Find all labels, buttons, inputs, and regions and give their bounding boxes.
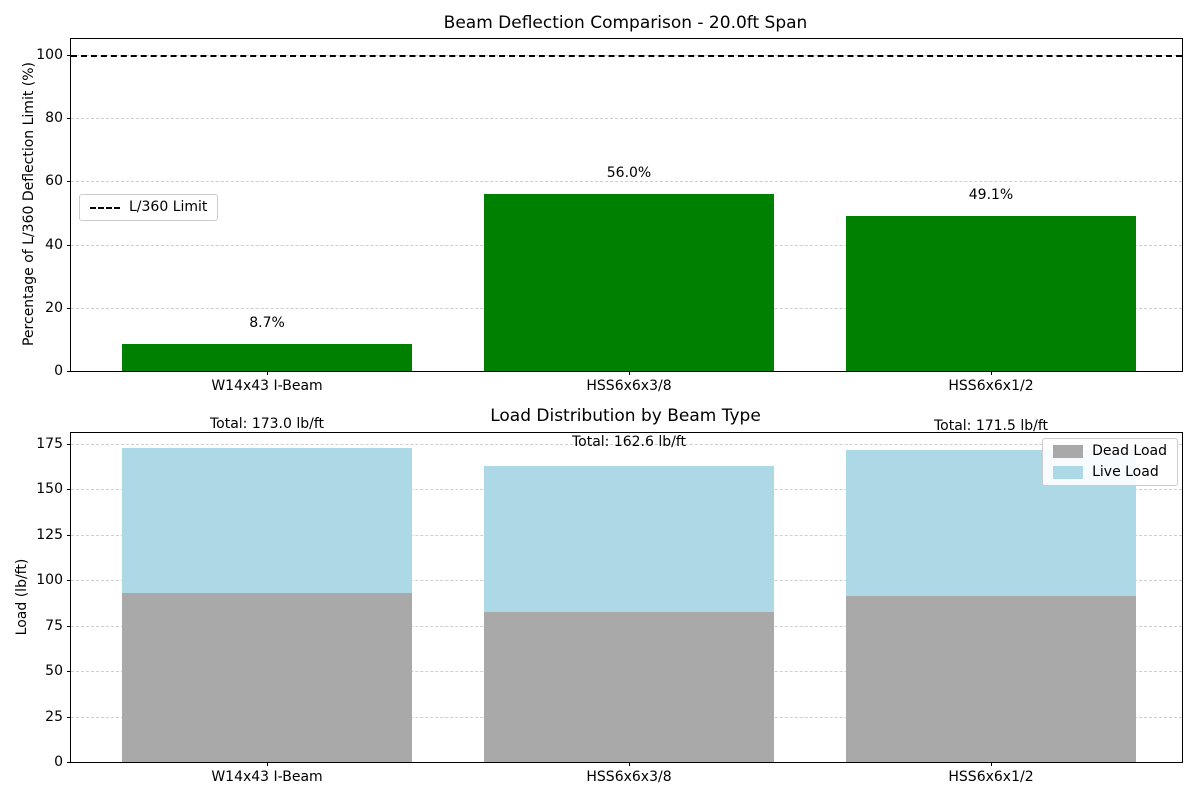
y-tick-label-100: 100	[36, 572, 63, 589]
dashed-line-swatch-icon	[90, 206, 120, 209]
deflection-chart-title: Beam Deflection Comparison - 20.0ft Span	[443, 13, 808, 33]
load-chart-title: Load Distribution by Beam Type	[490, 406, 761, 426]
y-tick-mark-100	[67, 54, 71, 56]
y-tick-label-60: 60	[45, 173, 63, 190]
bar-hss6x6x3-8-dead-load	[484, 611, 774, 762]
legend-entry-live-load: Live Load	[1053, 464, 1167, 481]
grid-line-80	[71, 118, 1182, 120]
bar-hss6x6x1-2	[846, 215, 1136, 371]
bar-value-label-hss6x6x3-8: 56.0%	[606, 164, 652, 181]
y-tick-mark-150	[67, 489, 71, 491]
bar-w14x43-i-beam-dead-load	[122, 592, 412, 762]
y-tick-label-75: 75	[45, 617, 63, 634]
y-tick-mark-80	[67, 118, 71, 120]
bar-hss6x6x1-2-dead-load	[846, 595, 1136, 762]
color-swatch-icon	[1053, 445, 1084, 458]
reference-line	[71, 54, 1182, 57]
y-tick-label-20: 20	[45, 299, 63, 316]
deflection-y-axis-label: Percentage of L/360 Deflection Limit (%)	[21, 61, 37, 347]
y-tick-label-80: 80	[45, 110, 63, 127]
bar-value-label-w14x43-i-beam: 8.7%	[249, 314, 285, 331]
x-tick-mark-hss6x6x1-2	[991, 371, 992, 375]
grid-line-60	[71, 181, 1182, 183]
total-label-hss6x6x3-8: Total: 162.6 lb/ft	[571, 434, 687, 451]
deflection-axes: 8.7% 56.0% 49.1% 0 20 40 60 80 100 W14x43 I-Beam H…	[36, 38, 1183, 394]
x-tick-mark-w14x43-i-beam	[267, 371, 268, 375]
y-tick-label-175: 175	[36, 435, 63, 452]
y-tick-mark-40	[67, 244, 71, 246]
x-tick-mark-hss6x6x3-8	[629, 371, 630, 375]
x-tick-mark-hss6x6x3-8	[629, 762, 630, 766]
y-tick-mark-75	[67, 625, 71, 627]
legend-entry-l-360-limit: L/360 Limit	[90, 199, 207, 216]
legend-label: Dead Load	[1092, 443, 1167, 459]
x-tick-mark-w14x43-i-beam	[267, 762, 268, 766]
y-tick-mark-0	[67, 371, 71, 372]
legend-label: L/360 Limit	[129, 199, 208, 215]
load-y-axis-label: Load (lb/ft)	[14, 558, 30, 636]
x-tick-label-w14x43-i-beam: W14x43 I-Beam	[211, 378, 323, 394]
y-tick-label-100: 100	[36, 46, 63, 63]
color-swatch-icon	[1053, 466, 1084, 479]
y-tick-label-0: 0	[54, 363, 63, 379]
y-tick-mark-60	[67, 181, 71, 183]
y-tick-mark-20	[67, 307, 71, 309]
bar-hss6x6x3-8-live-load	[484, 466, 774, 612]
grid-line-175	[71, 443, 1182, 445]
x-tick-label-hss6x6x3-8: HSS6x6x3/8	[586, 378, 672, 394]
legend: Dead Load Live Load	[1042, 438, 1178, 486]
bar-hss6x6x3-8	[484, 193, 774, 371]
y-tick-label-40: 40	[45, 236, 63, 253]
y-tick-label-25: 25	[45, 708, 63, 725]
y-tick-mark-100	[67, 580, 71, 582]
y-tick-mark-50	[67, 671, 71, 673]
y-tick-mark-175	[67, 443, 71, 445]
legend-label: Live Load	[1092, 464, 1159, 480]
y-tick-mark-125	[67, 534, 71, 536]
load-axes: Total: 173.0 lb/ft Total: 162.6 lb/ft Tota…	[36, 416, 1183, 785]
legend-entry-dead-load: Dead Load	[1053, 443, 1167, 460]
legend: L/360 Limit	[79, 194, 219, 221]
bar-w14x43-i-beam	[122, 343, 412, 371]
total-label-hss6x6x1-2: Total: 171.5 lb/ft	[933, 418, 1049, 435]
bar-value-label-hss6x6x1-2: 49.1%	[968, 186, 1014, 203]
y-tick-label-150: 150	[36, 481, 63, 498]
y-tick-mark-25	[67, 716, 71, 718]
bar-w14x43-i-beam-live-load	[122, 447, 412, 593]
x-tick-label-hss6x6x1-2: HSS6x6x1/2	[948, 378, 1034, 394]
x-tick-label-hss6x6x3-8: HSS6x6x3/8	[586, 769, 672, 785]
y-tick-label-125: 125	[36, 526, 63, 543]
x-tick-label-w14x43-i-beam: W14x43 I-Beam	[211, 769, 323, 785]
total-label-w14x43-i-beam: Total: 173.0 lb/ft	[209, 415, 325, 432]
y-tick-label-0: 0	[54, 754, 63, 770]
y-tick-mark-0	[67, 762, 71, 763]
y-tick-label-50: 50	[45, 663, 63, 680]
x-tick-mark-hss6x6x1-2	[991, 762, 992, 766]
x-tick-label-hss6x6x1-2: HSS6x6x1/2	[948, 769, 1034, 785]
